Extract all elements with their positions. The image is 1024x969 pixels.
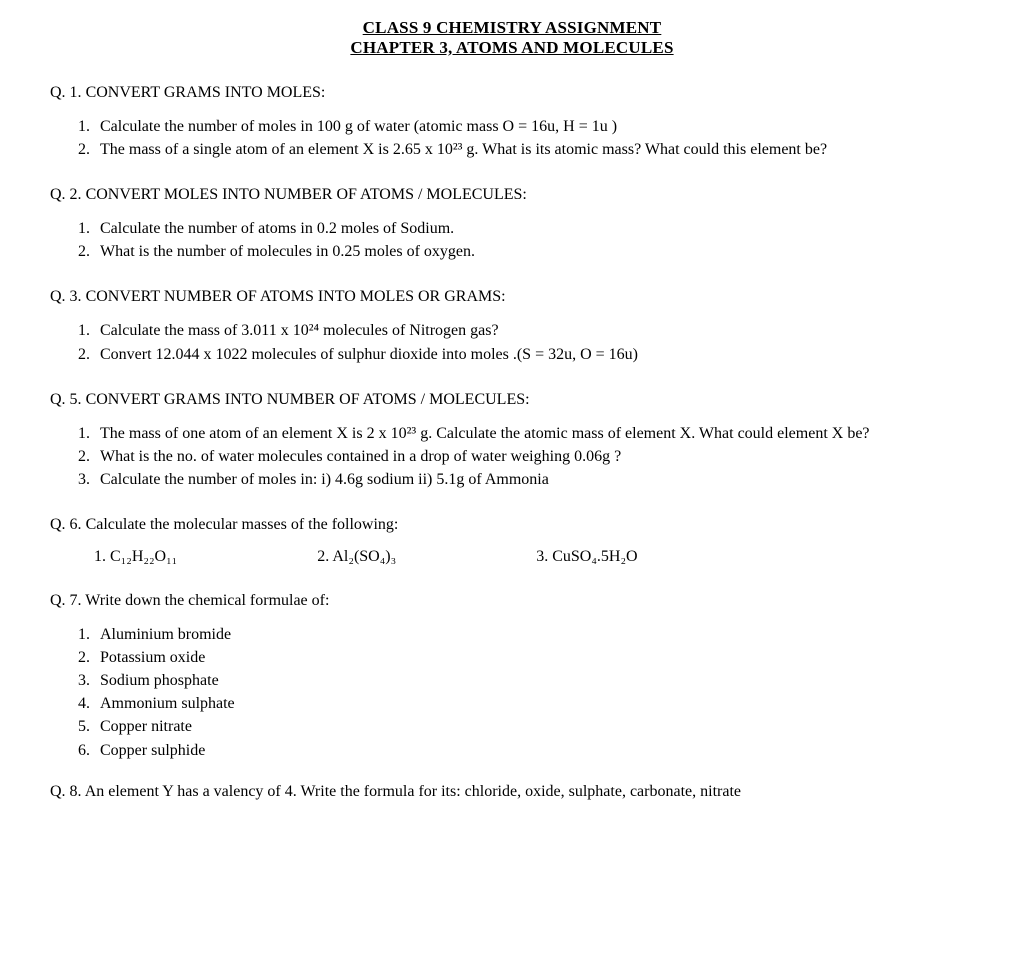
question-3-heading: Q. 3. CONVERT NUMBER OF ATOMS INTO MOLES… [50, 288, 974, 306]
question-2-list: Calculate the number of atoms in 0.2 mol… [50, 218, 974, 262]
question-6-list: 1. C₁₂H₂₂O₁₁ 2. Al₂(SO₄)₃ 3. CuSO₄.5H₂O [50, 548, 974, 566]
question-7-label: Q. 7. [50, 592, 82, 609]
question-1-title: CONVERT GRAMS INTO MOLES: [86, 84, 326, 101]
list-item: Calculate the number of atoms in 0.2 mol… [94, 218, 974, 239]
document-header: CLASS 9 CHEMISTRY ASSIGNMENT CHAPTER 3, … [50, 18, 974, 58]
list-item: Ammonium sulphate [94, 693, 974, 714]
question-7-title: Write down the chemical formulae of: [85, 592, 329, 609]
question-8: Q. 8. An element Y has a valency of 4. W… [50, 783, 974, 801]
question-5-heading: Q. 5. CONVERT GRAMS INTO NUMBER OF ATOMS… [50, 391, 974, 409]
header-line-2: CHAPTER 3, ATOMS AND MOLECULES [350, 38, 673, 57]
list-item: Convert 12.044 x 1022 molecules of sulph… [94, 344, 974, 365]
question-3-label: Q. 3. [50, 288, 82, 305]
list-item: Calculate the number of moles in: i) 4.6… [94, 469, 974, 490]
list-item: The mass of a single atom of an element … [94, 139, 974, 160]
list-item: Calculate the mass of 3.011 x 10²⁴ molec… [94, 320, 974, 341]
list-item: Calculate the number of moles in 100 g o… [94, 116, 974, 137]
question-2-heading: Q. 2. CONVERT MOLES INTO NUMBER OF ATOMS… [50, 186, 974, 204]
list-item: 2. Al₂(SO₄)₃ [317, 548, 396, 566]
list-item: Copper nitrate [94, 716, 974, 737]
question-6-heading: Q. 6. Calculate the molecular masses of … [50, 516, 974, 534]
document-page: CLASS 9 CHEMISTRY ASSIGNMENT CHAPTER 3, … [0, 0, 1024, 821]
question-5-label: Q. 5. [50, 391, 82, 408]
question-3-title: CONVERT NUMBER OF ATOMS INTO MOLES OR GR… [86, 288, 506, 305]
list-item: 3. CuSO₄.5H₂O [536, 548, 637, 566]
question-1-list: Calculate the number of moles in 100 g o… [50, 116, 974, 160]
question-8-text: An element Y has a valency of 4. Write t… [85, 783, 741, 800]
question-5-title: CONVERT GRAMS INTO NUMBER OF ATOMS / MOL… [86, 391, 530, 408]
list-item: Copper sulphide [94, 740, 974, 761]
list-item: 1. C₁₂H₂₂O₁₁ [94, 548, 177, 566]
list-item: What is the number of molecules in 0.25 … [94, 241, 974, 262]
question-7-heading: Q. 7. Write down the chemical formulae o… [50, 592, 974, 610]
question-8-label: Q. 8. [50, 783, 82, 800]
question-5-list: The mass of one atom of an element X is … [50, 423, 974, 490]
question-2-label: Q. 2. [50, 186, 82, 203]
question-6-label: Q. 6. [50, 516, 82, 533]
question-2-title: CONVERT MOLES INTO NUMBER OF ATOMS / MOL… [86, 186, 527, 203]
list-item: Sodium phosphate [94, 670, 974, 691]
question-7-list: Aluminium bromide Potassium oxide Sodium… [50, 624, 974, 761]
question-3-list: Calculate the mass of 3.011 x 10²⁴ molec… [50, 320, 974, 364]
list-item: Potassium oxide [94, 647, 974, 668]
list-item: Aluminium bromide [94, 624, 974, 645]
question-1-label: Q. 1. [50, 84, 82, 101]
list-item: The mass of one atom of an element X is … [94, 423, 974, 444]
question-1-heading: Q. 1. CONVERT GRAMS INTO MOLES: [50, 84, 974, 102]
list-item: What is the no. of water molecules conta… [94, 446, 974, 467]
header-line-1: CLASS 9 CHEMISTRY ASSIGNMENT [363, 18, 662, 37]
question-6-title: Calculate the molecular masses of the fo… [86, 516, 399, 533]
